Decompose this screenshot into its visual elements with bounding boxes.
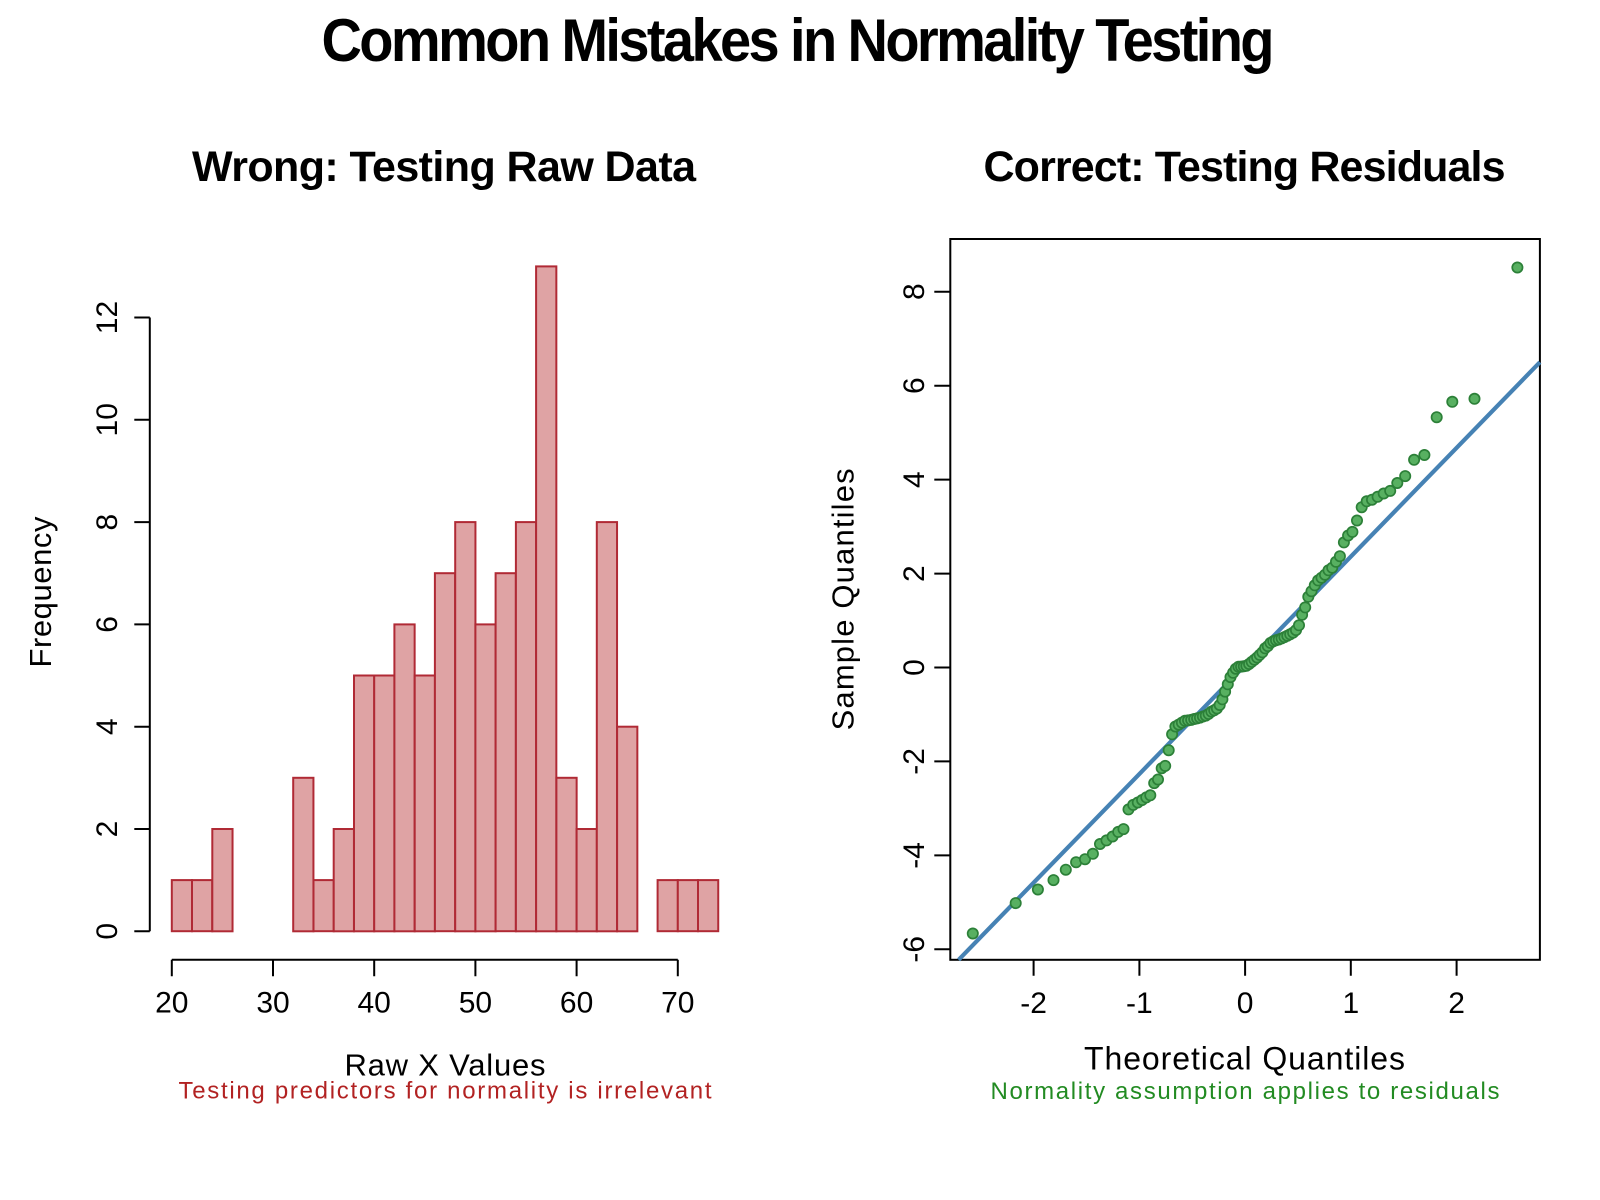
svg-text:-4: -4 [898, 842, 931, 869]
svg-text:0: 0 [91, 923, 124, 940]
svg-text:2: 2 [91, 821, 124, 838]
svg-text:Raw X Values: Raw X Values [345, 1047, 546, 1082]
svg-text:2: 2 [898, 565, 931, 582]
svg-text:-6: -6 [898, 936, 931, 963]
svg-text:60: 60 [560, 986, 593, 1019]
svg-text:Wrong: Testing Raw Data: Wrong: Testing Raw Data [192, 143, 697, 191]
svg-text:0: 0 [898, 659, 931, 676]
svg-text:6: 6 [91, 616, 124, 633]
svg-text:Frequency: Frequency [23, 516, 58, 668]
svg-text:40: 40 [358, 986, 391, 1019]
svg-text:4: 4 [91, 718, 124, 735]
svg-text:0: 0 [1237, 987, 1254, 1020]
svg-text:-2: -2 [1020, 987, 1047, 1020]
svg-text:70: 70 [661, 986, 694, 1019]
svg-text:8: 8 [898, 283, 931, 300]
svg-text:30: 30 [256, 986, 289, 1019]
svg-text:-1: -1 [1126, 987, 1153, 1020]
svg-text:Testing predictors for normali: Testing predictors for normality is irre… [179, 1078, 712, 1105]
svg-text:Normality assumption applies t: Normality assumption applies to residual… [991, 1078, 1500, 1105]
svg-text:Sample Quantiles: Sample Quantiles [826, 468, 861, 730]
svg-text:12: 12 [91, 301, 124, 334]
svg-text:-2: -2 [898, 748, 931, 775]
svg-text:50: 50 [459, 986, 492, 1019]
svg-text:6: 6 [898, 377, 931, 394]
svg-text:Common Mistakes in Normality T: Common Mistakes in Normality Testing [321, 8, 1274, 74]
svg-text:8: 8 [91, 514, 124, 531]
svg-text:20: 20 [155, 986, 188, 1019]
svg-text:2: 2 [1448, 987, 1465, 1020]
svg-text:1: 1 [1342, 987, 1359, 1020]
svg-text:Correct: Testing Residuals: Correct: Testing Residuals [984, 143, 1506, 191]
svg-text:4: 4 [898, 471, 931, 488]
svg-text:Theoretical Quantiles: Theoretical Quantiles [1084, 1041, 1405, 1077]
svg-text:10: 10 [91, 403, 124, 436]
